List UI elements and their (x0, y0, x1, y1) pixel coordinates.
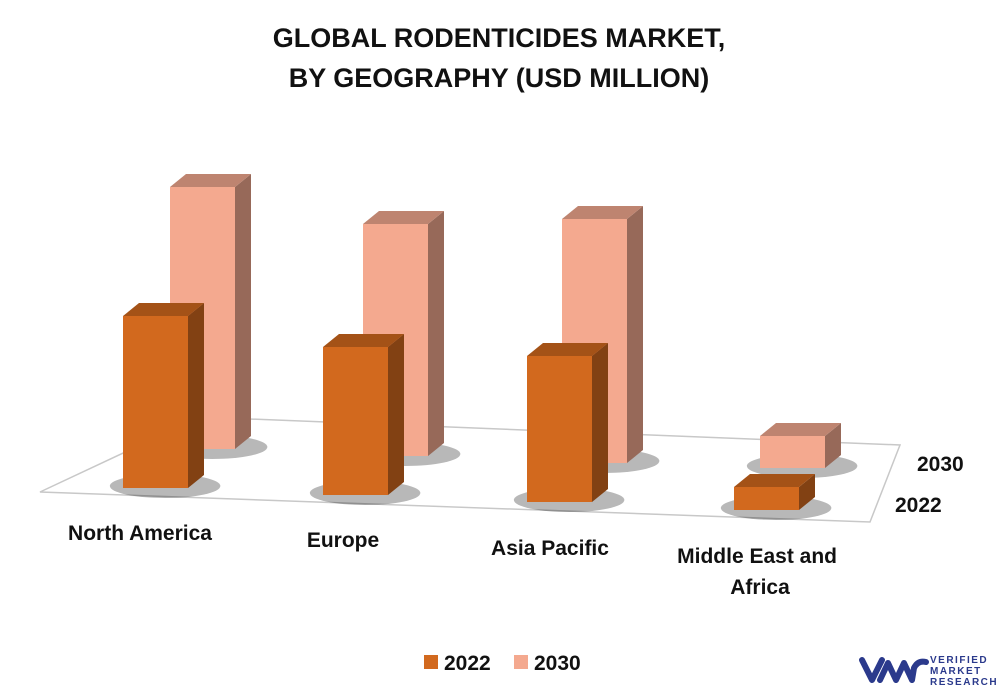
category-label-north-america: North America (68, 522, 212, 545)
category-label-asia-pacific: Asia Pacific (491, 537, 609, 560)
bar-top-2030-0 (170, 174, 251, 187)
bar-top-2022-1 (323, 334, 404, 347)
legend: 2022 2030 (424, 652, 581, 675)
legend-label-2022: 2022 (444, 652, 491, 675)
bar-top-2022-2 (527, 343, 608, 356)
bar-side-2030-1 (428, 211, 444, 456)
chart-title-line-2: BY GEOGRAPHY (USD MILLION) (289, 63, 710, 93)
brand-text-line-1: VERIFIED (930, 655, 988, 666)
bar-2022-3 (734, 474, 815, 510)
bar-front-2022-3 (734, 487, 799, 510)
bar-side-2022-1 (388, 334, 404, 495)
bar-top-2030-2 (562, 206, 643, 219)
bar-top-2022-3 (734, 474, 815, 487)
bar-top-2030-1 (363, 211, 444, 224)
brand-logo: VERIFIED MARKET RESEARCH (859, 655, 998, 688)
bar-front-2022-0 (123, 316, 188, 488)
category-label-line-1: Middle East and (677, 545, 837, 568)
legend-label-2030: 2030 (534, 652, 581, 675)
brand-mark-icon (859, 657, 929, 683)
category-label-middle-east-and-africa: Middle East and Africa (677, 545, 843, 599)
legend-swatch-2022 (424, 655, 438, 669)
bar-front-2030-3 (760, 436, 825, 468)
bar-side-2030-3 (825, 423, 841, 468)
brand-text-line-2: MARKET (930, 666, 982, 677)
brand-text-line-3: RESEARCH (930, 677, 998, 688)
bar-front-2022-2 (527, 356, 592, 502)
depth-label-2030: 2030 (917, 453, 964, 476)
bar-side-2030-2 (627, 206, 643, 463)
bar-2030-3 (760, 423, 841, 468)
bar-front-2022-1 (323, 347, 388, 495)
depth-label-2022: 2022 (895, 494, 942, 517)
category-label-europe: Europe (307, 529, 379, 552)
bar-2022-2 (527, 343, 608, 502)
bar-top-2022-0 (123, 303, 204, 316)
bar-top-2030-3 (760, 423, 841, 436)
bar-side-2022-2 (592, 343, 608, 502)
bars-group (123, 174, 841, 510)
bar-side-2022-3 (799, 474, 815, 510)
bar-side-2030-0 (235, 174, 251, 449)
legend-swatch-2030 (514, 655, 528, 669)
bar-2022-1 (323, 334, 404, 495)
bar-2022-0 (123, 303, 204, 488)
category-label-line-2: Africa (730, 576, 790, 599)
bar-side-2022-0 (188, 303, 204, 488)
chart-title-line-1: GLOBAL RODENTICIDES MARKET, (273, 23, 726, 53)
